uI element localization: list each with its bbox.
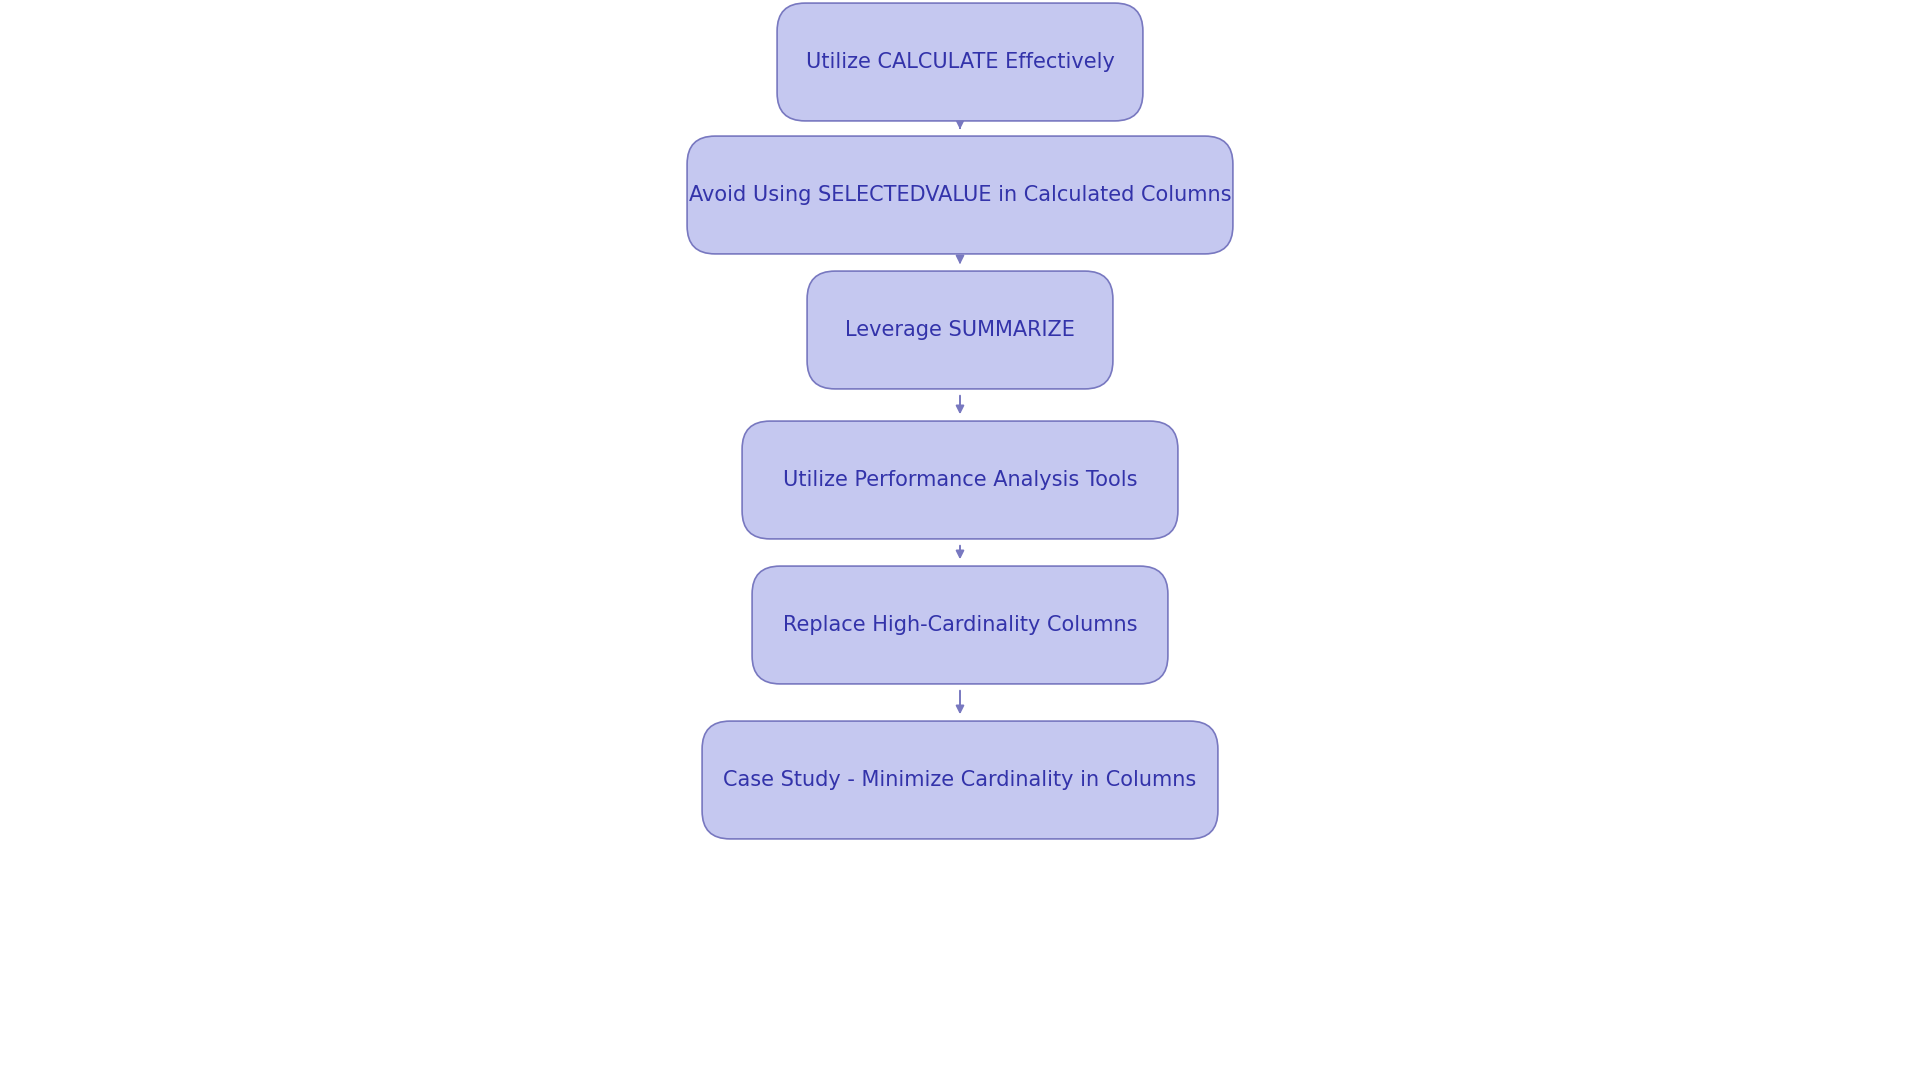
FancyBboxPatch shape <box>743 421 1177 539</box>
Text: Utilize CALCULATE Effectively: Utilize CALCULATE Effectively <box>806 52 1114 71</box>
Text: Case Study - Minimize Cardinality in Columns: Case Study - Minimize Cardinality in Col… <box>724 770 1196 790</box>
FancyBboxPatch shape <box>687 136 1233 253</box>
Text: Utilize Performance Analysis Tools: Utilize Performance Analysis Tools <box>783 470 1137 490</box>
FancyBboxPatch shape <box>806 271 1114 389</box>
FancyBboxPatch shape <box>778 3 1142 121</box>
Text: Avoid Using SELECTEDVALUE in Calculated Columns: Avoid Using SELECTEDVALUE in Calculated … <box>689 185 1231 205</box>
Text: Leverage SUMMARIZE: Leverage SUMMARIZE <box>845 319 1075 340</box>
Text: Replace High-Cardinality Columns: Replace High-Cardinality Columns <box>783 615 1137 635</box>
FancyBboxPatch shape <box>753 566 1167 683</box>
FancyBboxPatch shape <box>703 721 1217 839</box>
